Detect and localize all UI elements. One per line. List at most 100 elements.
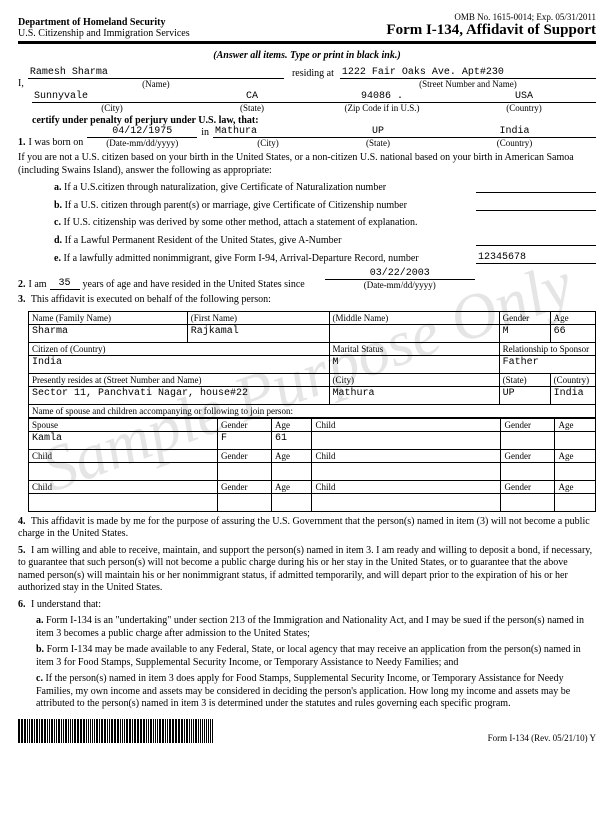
item-c: If U.S. citizenship was derived by some … [63,217,417,228]
in-label: in [201,127,209,138]
citizen-country[interactable]: India [29,355,330,373]
item-e-field[interactable]: 12345678 [476,252,596,264]
h-gender4: Gender [218,449,272,462]
sponsor-city[interactable]: Sunnyvale [32,91,192,103]
h-rcity: (City) [329,373,499,386]
row-child5-label: Child [312,480,501,493]
birth-state-label: (State) [366,138,390,148]
birth-city-label: (City) [257,138,279,148]
h-first: (First Name) [187,311,329,324]
q2-pre: I am [29,279,47,290]
q5-text: I am willing and able to receive, mainta… [18,545,592,594]
child2-name[interactable] [29,462,218,480]
h-gender6: Gender [218,480,272,493]
q4-number: 4. [18,516,26,527]
h-spouse: Name of spouse and children accompanying… [29,404,596,417]
sponsor-state[interactable]: CA [192,91,312,103]
birth-city[interactable]: Mathura [213,126,323,138]
h-gender: Gender [499,311,550,324]
h-age3: Age [555,418,596,431]
q6-b: Form I-134 may be made available to any … [36,644,581,668]
row-child2-label: Child [29,449,218,462]
q3-text: This affidavit is executed on behalf of … [31,294,271,305]
dept-name: Department of Homeland Security [18,17,190,28]
h-resides: Presently resides at (Street Number and … [29,373,330,386]
h-rstate: (State) [499,373,550,386]
beneficiary-table: Name (Family Name) (First Name) (Middle … [28,311,596,418]
h-rel: Relationship to Sponsor [499,342,595,355]
child1-age[interactable] [555,431,596,449]
resides-country[interactable]: India [550,386,595,404]
row-spouse-label: Spouse [29,418,218,431]
i-label: I, [18,78,24,89]
q2-date[interactable]: 03/22/2003 [325,268,475,280]
resides-state[interactable]: UP [499,386,550,404]
h-family: Name (Family Name) [29,311,188,324]
h-age7: Age [555,480,596,493]
spouse-gender[interactable]: F [218,431,272,449]
instruction-text: (Answer all items. Type or print in blac… [18,50,596,61]
ben-age[interactable]: 66 [550,324,595,342]
item-a-field[interactable] [476,181,596,193]
h-rcountry: (Country) [550,373,595,386]
child4-name[interactable] [29,493,218,511]
h-middle: (Middle Name) [329,311,499,324]
birth-state[interactable]: UP [323,126,433,138]
row-child4-label: Child [29,480,218,493]
h-gender5: Gender [501,449,555,462]
child1-name[interactable] [312,431,501,449]
q4-text: This affidavit is made by me for the pur… [18,516,590,540]
q2-post: years of age and have resided in the Uni… [83,279,305,290]
q2-date-label: (Date-mm/dd/yyyy) [364,280,436,290]
marital-status[interactable]: M [329,355,499,373]
child1-gender[interactable] [501,431,555,449]
h-marital: Marital Status [329,342,499,355]
form-title: Form I-134, Affidavit of Support [386,22,596,39]
child3-name[interactable] [312,462,501,480]
resides-city[interactable]: Mathura [329,386,499,404]
item-d-field[interactable] [476,234,596,246]
sponsor-name[interactable]: Ramesh Sharma [28,67,284,79]
item-d: If a Lawful Permanent Resident of the Un… [65,235,342,246]
q6-a: Form I-134 is an "undertaking" under sec… [36,615,584,639]
q2-age[interactable]: 35 [50,278,80,290]
barcode-icon [18,719,214,743]
citizen-intro: If you are not a U.S. citizen based on y… [18,152,596,177]
item-e: If a lawfully admitted nonimmigrant, giv… [63,253,418,264]
q5-number: 5. [18,545,26,556]
row-child3-label: Child [312,449,501,462]
omb-number: OMB No. 1615-0014; Exp. 05/31/2011 [386,12,596,22]
sponsor-country[interactable]: USA [452,91,596,103]
h-gender2: Gender [218,418,272,431]
sponsor-street[interactable]: 1222 Fair Oaks Ave. Apt#230 [340,67,596,79]
child5-name[interactable] [312,493,501,511]
birth-country-label: (Country) [497,138,533,148]
h-age: Age [550,311,595,324]
relationship[interactable]: Father [499,355,595,373]
family-name[interactable]: Sharma [29,324,188,342]
resides-street[interactable]: Sector 11, Panchvati Nagar, house#22 [29,386,330,404]
h-age6: Age [272,480,312,493]
sponsor-zip[interactable]: 94086 . [312,91,452,103]
item-a: If a U.S.citizen through naturalization,… [64,182,386,193]
born-on-label: I was born on [29,137,84,148]
q1-number: 1. [18,137,26,148]
birth-country[interactable]: India [433,126,596,138]
date-label: (Date-mm/dd/yyyy) [106,138,178,148]
first-name[interactable]: Rajkamal [187,324,329,342]
spouse-name[interactable]: Kamla [29,431,218,449]
middle-name[interactable] [329,324,499,342]
item-b-field[interactable] [476,199,596,211]
item-b: If a U.S. citizen through parent(s) or m… [65,200,407,211]
certify-text: certify under penalty of perjury under U… [32,115,596,126]
state-label: (State) [240,103,264,113]
h-citizen: Citizen of (Country) [29,342,330,355]
q6-c: If the person(s) named in item 3 does ap… [36,673,570,709]
spouse-age[interactable]: 61 [272,431,312,449]
q2-number: 2. [18,279,26,290]
name-label: (Name) [142,79,169,89]
country-label: (Country) [506,103,542,113]
birth-date[interactable]: 04/12/1975 [87,126,197,138]
row-child-label: Child [312,418,501,431]
ben-gender[interactable]: M [499,324,550,342]
